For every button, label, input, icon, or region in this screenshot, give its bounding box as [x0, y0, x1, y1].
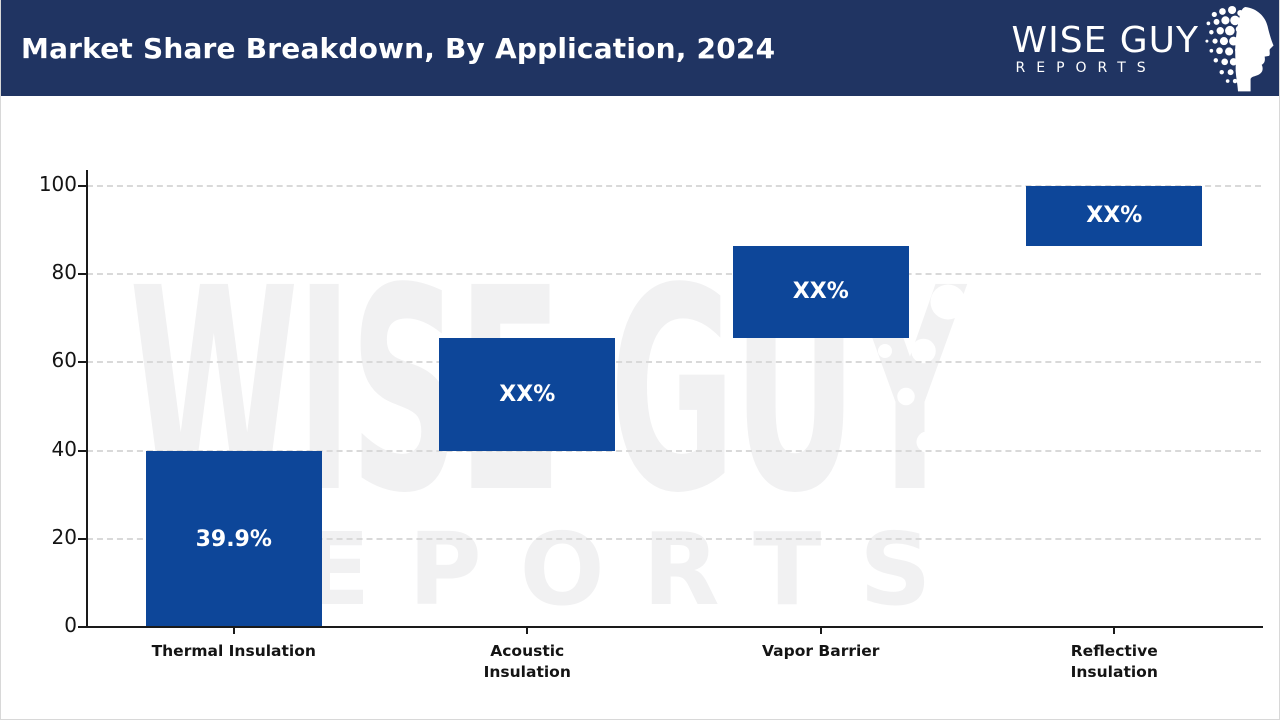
y-tick-mark [78, 361, 87, 364]
y-tick-mark [78, 537, 87, 540]
bar-value-label: 39.9% [195, 526, 272, 552]
y-tick-mark [78, 626, 87, 628]
logo-brand-text: WISE GUY [1011, 20, 1199, 62]
header: Market Share Breakdown, By Application, … [1, 0, 1279, 96]
bar-vapor-barrier: XX% [732, 245, 909, 338]
brand-logo: WISE GUY REPORTS [1012, 0, 1276, 96]
x-tick-mark [819, 627, 822, 634]
y-tick-label: 60 [51, 348, 77, 373]
x-tick-mark [232, 627, 235, 634]
x-category-label: Vapor Barrier [762, 642, 880, 660]
page-title: Market Share Breakdown, By Application, … [21, 31, 776, 65]
x-tick-mark [1113, 627, 1116, 634]
bar-value-label: XX% [1086, 203, 1143, 229]
bar-reflective-insulation: XX% [1026, 186, 1203, 246]
wiseguy-head-icon [1205, 5, 1274, 91]
bar-thermal-insulation: 39.9% [145, 451, 322, 627]
y-tick-label: 40 [51, 436, 77, 461]
y-axis-line [86, 170, 88, 628]
y-gridline [87, 273, 1261, 276]
y-tick-label: 20 [51, 524, 77, 549]
bar-value-label: XX% [792, 279, 849, 305]
x-category-label: Reflective Insulation [1070, 642, 1158, 681]
y-tick-label: 80 [51, 260, 77, 285]
y-tick-label: 0 [64, 613, 77, 637]
bar-acoustic-insulation: XX% [439, 337, 616, 452]
y-gridline [87, 361, 1261, 364]
y-gridline [87, 449, 1261, 452]
logo-sub-text: REPORTS [1015, 59, 1157, 76]
logo-text: WISE GUY REPORTS [1012, 22, 1200, 76]
y-gridline [87, 537, 1261, 540]
x-tick-mark [526, 627, 529, 634]
bar-value-label: XX% [499, 381, 556, 407]
x-category-label: Acoustic Insulation [483, 642, 571, 681]
x-category-label: Thermal Insulation [151, 642, 316, 660]
y-tick-mark [78, 185, 87, 187]
y-tick-mark [78, 449, 87, 452]
y-tick-label: 100 [38, 172, 77, 196]
y-tick-mark [78, 273, 87, 276]
x-axis-line [86, 626, 1263, 628]
y-gridline [87, 185, 1261, 187]
